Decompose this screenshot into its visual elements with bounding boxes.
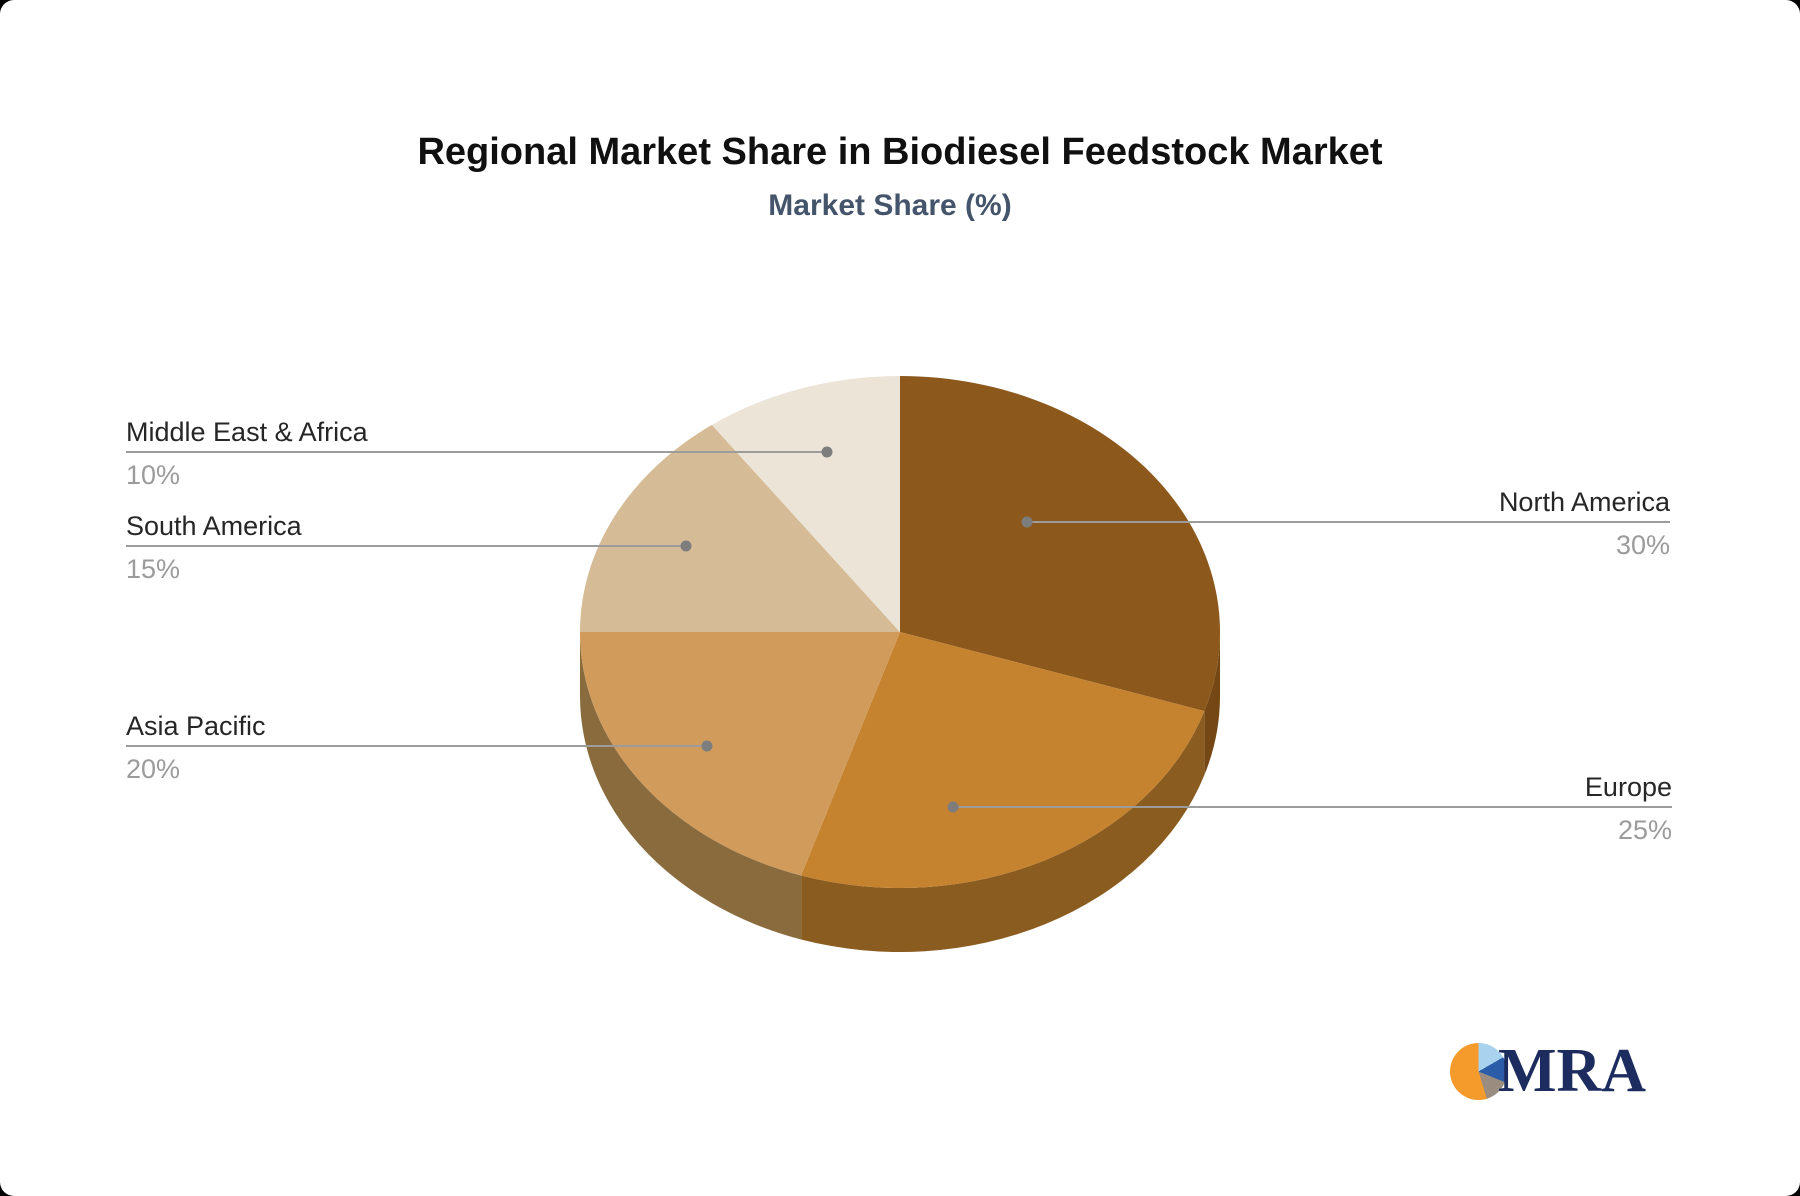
pie-slice-side-asia-pacific	[580, 632, 802, 940]
pie-top-faces	[580, 376, 1221, 889]
chart-subtitle: Market Share (%)	[768, 189, 1012, 222]
pie-slice-asia-pacific[interactable]	[580, 632, 900, 876]
mra-logo: MRA	[1448, 1036, 1688, 1106]
pie-chart-icon	[1450, 1043, 1507, 1100]
value-north-america: 30%	[1615, 530, 1670, 560]
label-europe: Europe	[1584, 772, 1672, 802]
leader-dot	[821, 446, 833, 458]
value-south-america: 15%	[126, 554, 181, 584]
value-middle-east-africa: 10%	[126, 460, 181, 490]
label-asia-pacific: Asia Pacific	[126, 711, 266, 741]
chart-title: Regional Market Share in Biodiesel Feeds…	[417, 131, 1383, 173]
leader-dot	[1021, 516, 1033, 528]
pie-side-walls	[580, 632, 1220, 953]
value-europe: 25%	[1617, 815, 1672, 845]
leader-dot	[947, 801, 959, 813]
mra-logo-text: MRA	[1498, 1037, 1647, 1105]
pie-slice-side-europe	[801, 711, 1205, 953]
value-asia-pacific: 20%	[126, 754, 181, 784]
pie-slice-south-america[interactable]	[580, 424, 900, 632]
pie-slice-side-north-america	[1204, 632, 1220, 776]
pie-slice-north-america[interactable]	[900, 376, 1221, 712]
label-south-america: South America	[126, 511, 302, 541]
pie-slice-europe[interactable]	[801, 632, 1205, 889]
leader-dot	[701, 740, 713, 752]
leader-lines	[126, 446, 1672, 813]
leader-dot	[680, 540, 692, 552]
label-middle-east-africa: Middle East & Africa	[126, 417, 368, 447]
pie-slice-middle-east-africa[interactable]	[711, 376, 900, 632]
label-north-america: North America	[1498, 487, 1670, 517]
